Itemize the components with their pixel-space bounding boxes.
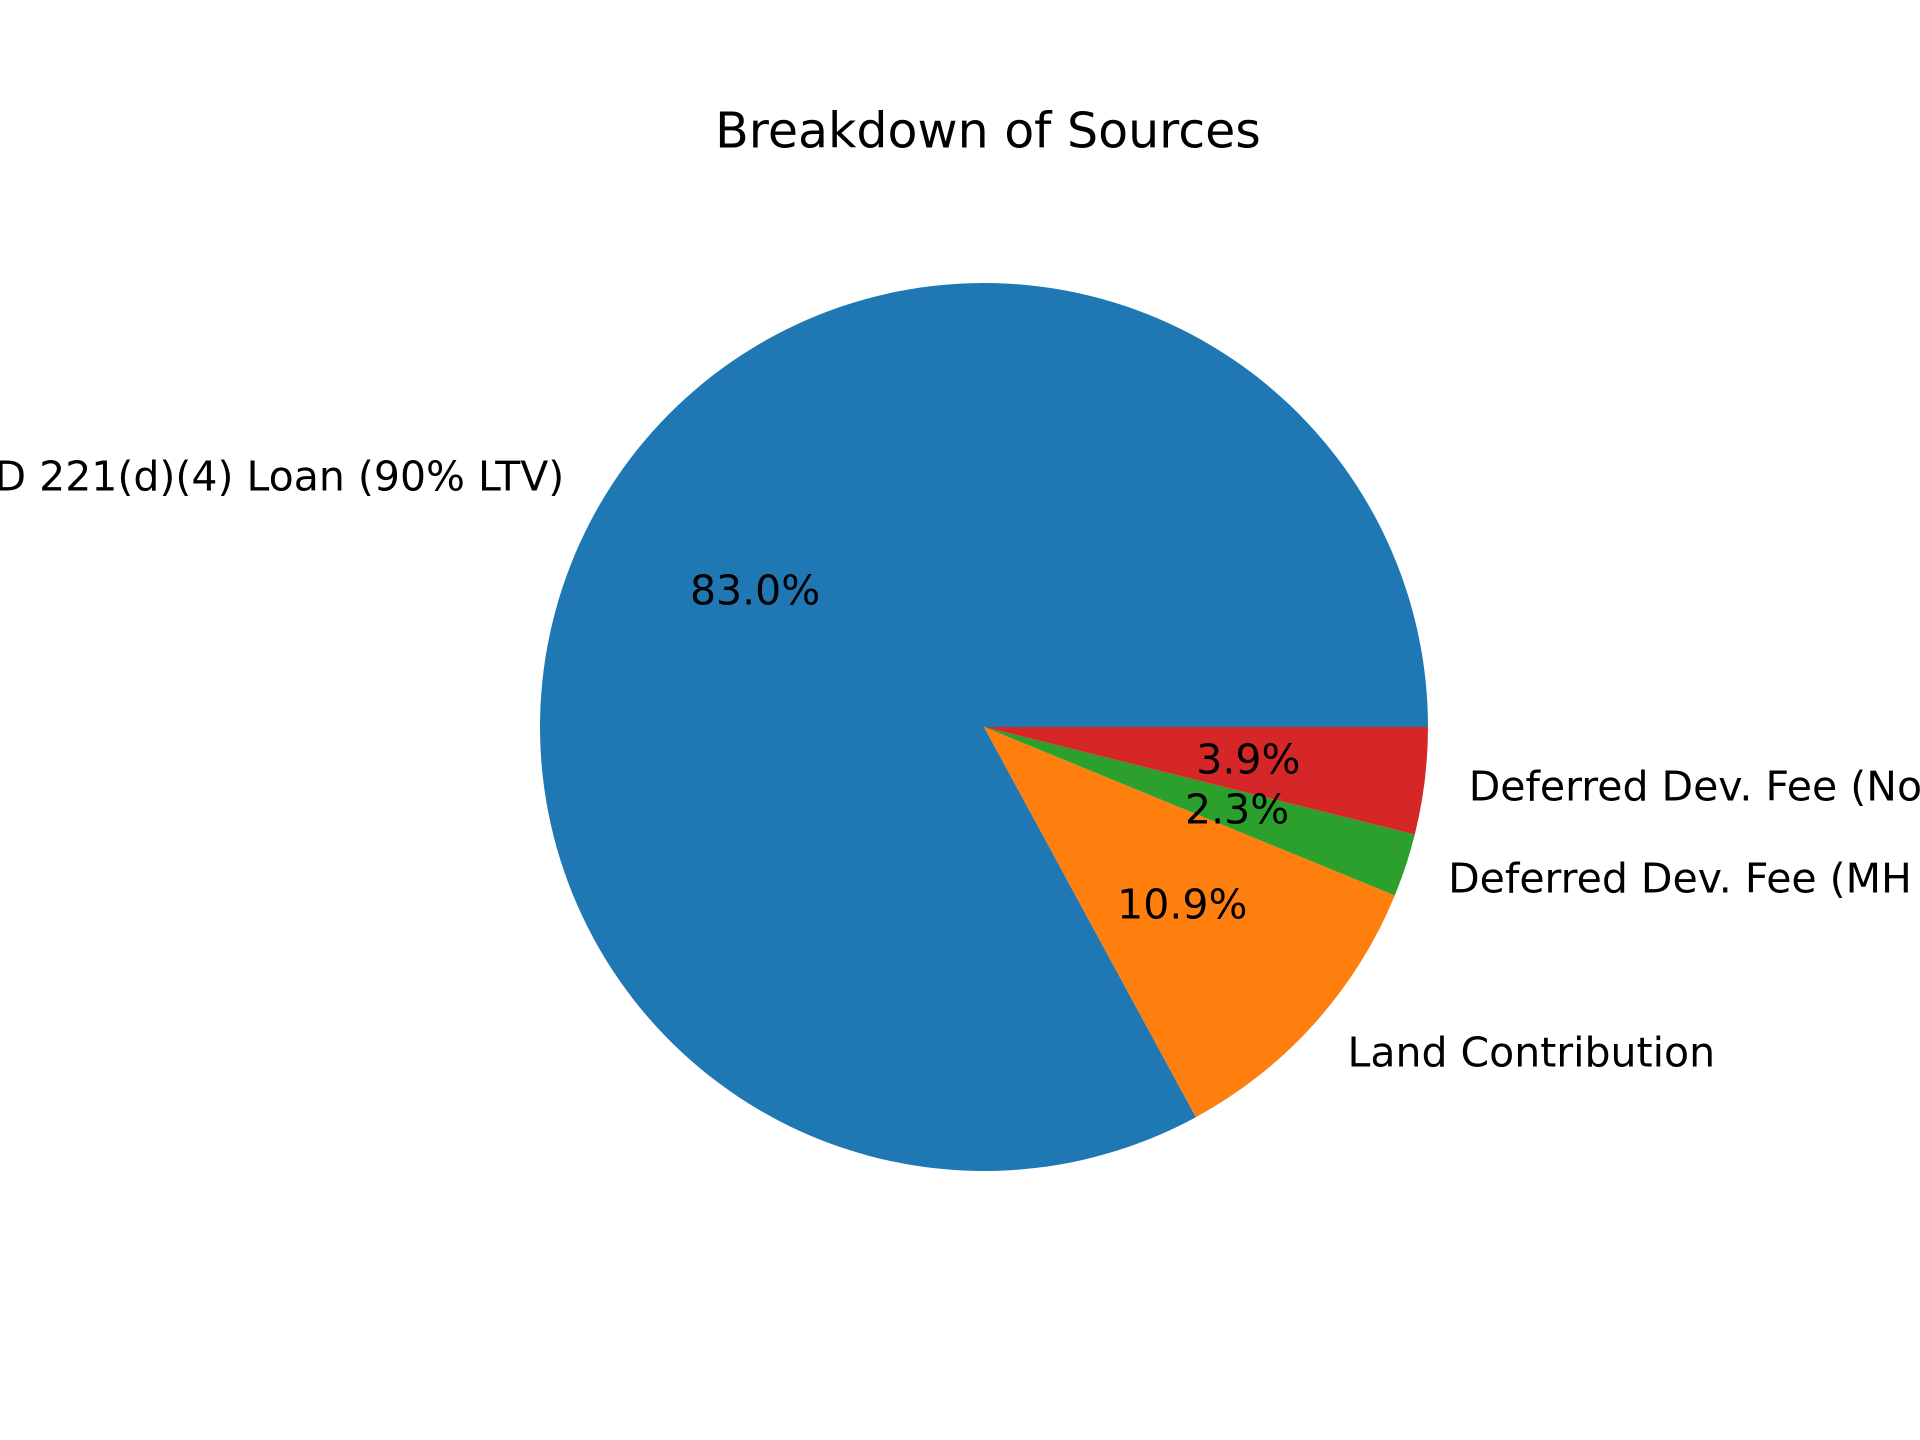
pct-label-deferred-dev-fee-mhdc: 2.3% [1185,785,1290,834]
slice-label-deferred-dev-fee-mhdc: Deferred Dev. Fee (MH [1448,854,1912,903]
chart-title: Breakdown of Sources [715,102,1261,160]
pie-slice-2 [984,727,1415,896]
pct-label-hud-loan: 83.0% [689,566,821,615]
pct-label-deferred-dev-fee-non: 3.9% [1196,735,1301,783]
pie-slice-3 [984,727,1428,835]
pct-label-land-contribution: 10.9% [1117,880,1248,929]
pie-slice-1 [984,727,1395,1118]
slice-label-hud-loan: D 221(d)(4) Loan (90% LTV) [0,452,565,501]
slice-label-deferred-dev-fee-non: Deferred Dev. Fee (No [1468,762,1920,811]
slice-label-land-contribution: Land Contribution [1347,1028,1716,1077]
pie-slice-0 [540,283,1428,1172]
